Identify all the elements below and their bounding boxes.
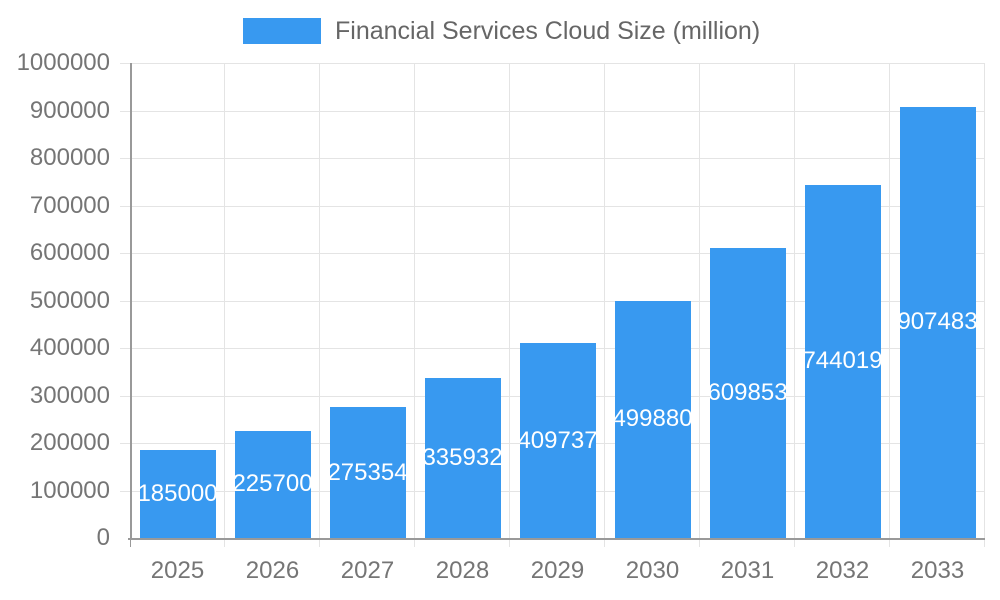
plot-area: 185000 225700 275354 335932 409737 499880 6098…	[120, 63, 985, 547]
v-gridline	[984, 63, 985, 538]
bar-2029: 409737	[519, 343, 596, 538]
bar-2028: 335932	[424, 378, 501, 538]
y-tick-mark	[120, 253, 130, 254]
y-tick-label: 0	[96, 524, 110, 551]
y-tick-mark	[120, 490, 130, 492]
y-tick-label: 300000	[29, 381, 110, 409]
bar-data-label: 907483	[899, 308, 976, 336]
bar-data-label: 185000	[139, 480, 216, 508]
y-axis-tick-labels: 1000000 900000 800000 700000 600000 500000 400…	[0, 51, 110, 550]
x-tick-label: 2026	[245, 557, 300, 584]
bar-2031: 609853	[709, 248, 786, 538]
x-tick-mark	[889, 538, 890, 547]
y-tick-label: 1000000	[16, 49, 110, 76]
bar-data-label: 409737	[519, 426, 596, 454]
x-tick-label: 2033	[910, 557, 965, 584]
x-tick-mark	[509, 538, 510, 547]
x-axis-tick-labels: 2025 2026 2027 2028 2029 2030 2031 2032 2033	[130, 556, 985, 586]
x-tick-mark	[794, 538, 795, 547]
x-tick-label: 2028	[435, 557, 490, 584]
y-tick-mark	[120, 205, 130, 207]
y-tick-mark	[120, 443, 130, 444]
y-tick-mark	[120, 158, 130, 159]
legend-swatch-icon	[243, 18, 321, 44]
bar-data-label: 335932	[424, 444, 501, 472]
bar-2033: 907483	[899, 106, 976, 538]
x-axis-line	[128, 538, 985, 540]
x-tick-mark	[130, 538, 131, 547]
bar-data-label: 225700	[234, 470, 311, 498]
bar-2030: 499880	[614, 300, 691, 538]
y-tick-mark	[120, 395, 130, 397]
x-tick-mark	[224, 538, 225, 547]
v-gridline	[794, 63, 795, 538]
x-tick-mark	[984, 538, 985, 547]
h-gridline	[130, 63, 985, 64]
h-gridline	[130, 205, 985, 207]
bar-2027: 275354	[329, 407, 406, 538]
h-gridline	[130, 253, 985, 254]
v-gridline	[224, 63, 225, 538]
y-tick-mark	[120, 348, 130, 349]
h-gridline	[130, 300, 985, 302]
x-tick-label: 2031	[720, 557, 775, 584]
y-tick-label: 800000	[29, 144, 110, 171]
y-tick-label: 500000	[29, 286, 110, 314]
y-tick-label: 400000	[29, 334, 110, 361]
y-axis-line	[130, 63, 132, 538]
chart-legend-item[interactable]: Financial Services Cloud Size (million)	[243, 17, 760, 45]
y-tick-label: 900000	[29, 96, 110, 124]
h-gridline	[130, 110, 985, 112]
bar-2025: 185000	[139, 450, 216, 538]
x-tick-label: 2030	[625, 557, 680, 584]
bar-2032: 744019	[804, 184, 881, 538]
x-tick-label: 2027	[340, 557, 395, 584]
legend-label: Financial Services Cloud Size (million)	[335, 17, 761, 45]
bar-data-label: 275354	[329, 458, 406, 486]
v-gridline	[889, 63, 890, 538]
y-tick-label: 200000	[29, 429, 110, 456]
y-tick-label: 600000	[29, 239, 110, 266]
y-tick-mark	[120, 300, 130, 302]
x-tick-label: 2025	[150, 557, 205, 584]
v-gridline	[604, 63, 605, 538]
bar-data-label: 609853	[709, 379, 786, 407]
v-gridline	[699, 63, 700, 538]
x-tick-label: 2032	[815, 557, 870, 584]
h-gridline	[130, 158, 985, 159]
y-tick-label: 700000	[29, 191, 110, 219]
x-tick-mark	[699, 538, 700, 547]
x-tick-mark	[319, 538, 320, 547]
x-tick-mark	[604, 538, 605, 547]
bar-data-label: 499880	[614, 405, 691, 433]
v-gridline	[509, 63, 510, 538]
y-tick-mark	[120, 110, 130, 112]
bar-2026: 225700	[234, 430, 311, 538]
y-tick-label: 100000	[29, 476, 110, 504]
bar-data-label: 744019	[804, 347, 881, 375]
v-gridline	[319, 63, 320, 538]
v-gridline	[414, 63, 415, 538]
x-tick-mark	[414, 538, 415, 547]
x-tick-label: 2029	[530, 557, 585, 584]
y-tick-mark	[120, 63, 130, 64]
